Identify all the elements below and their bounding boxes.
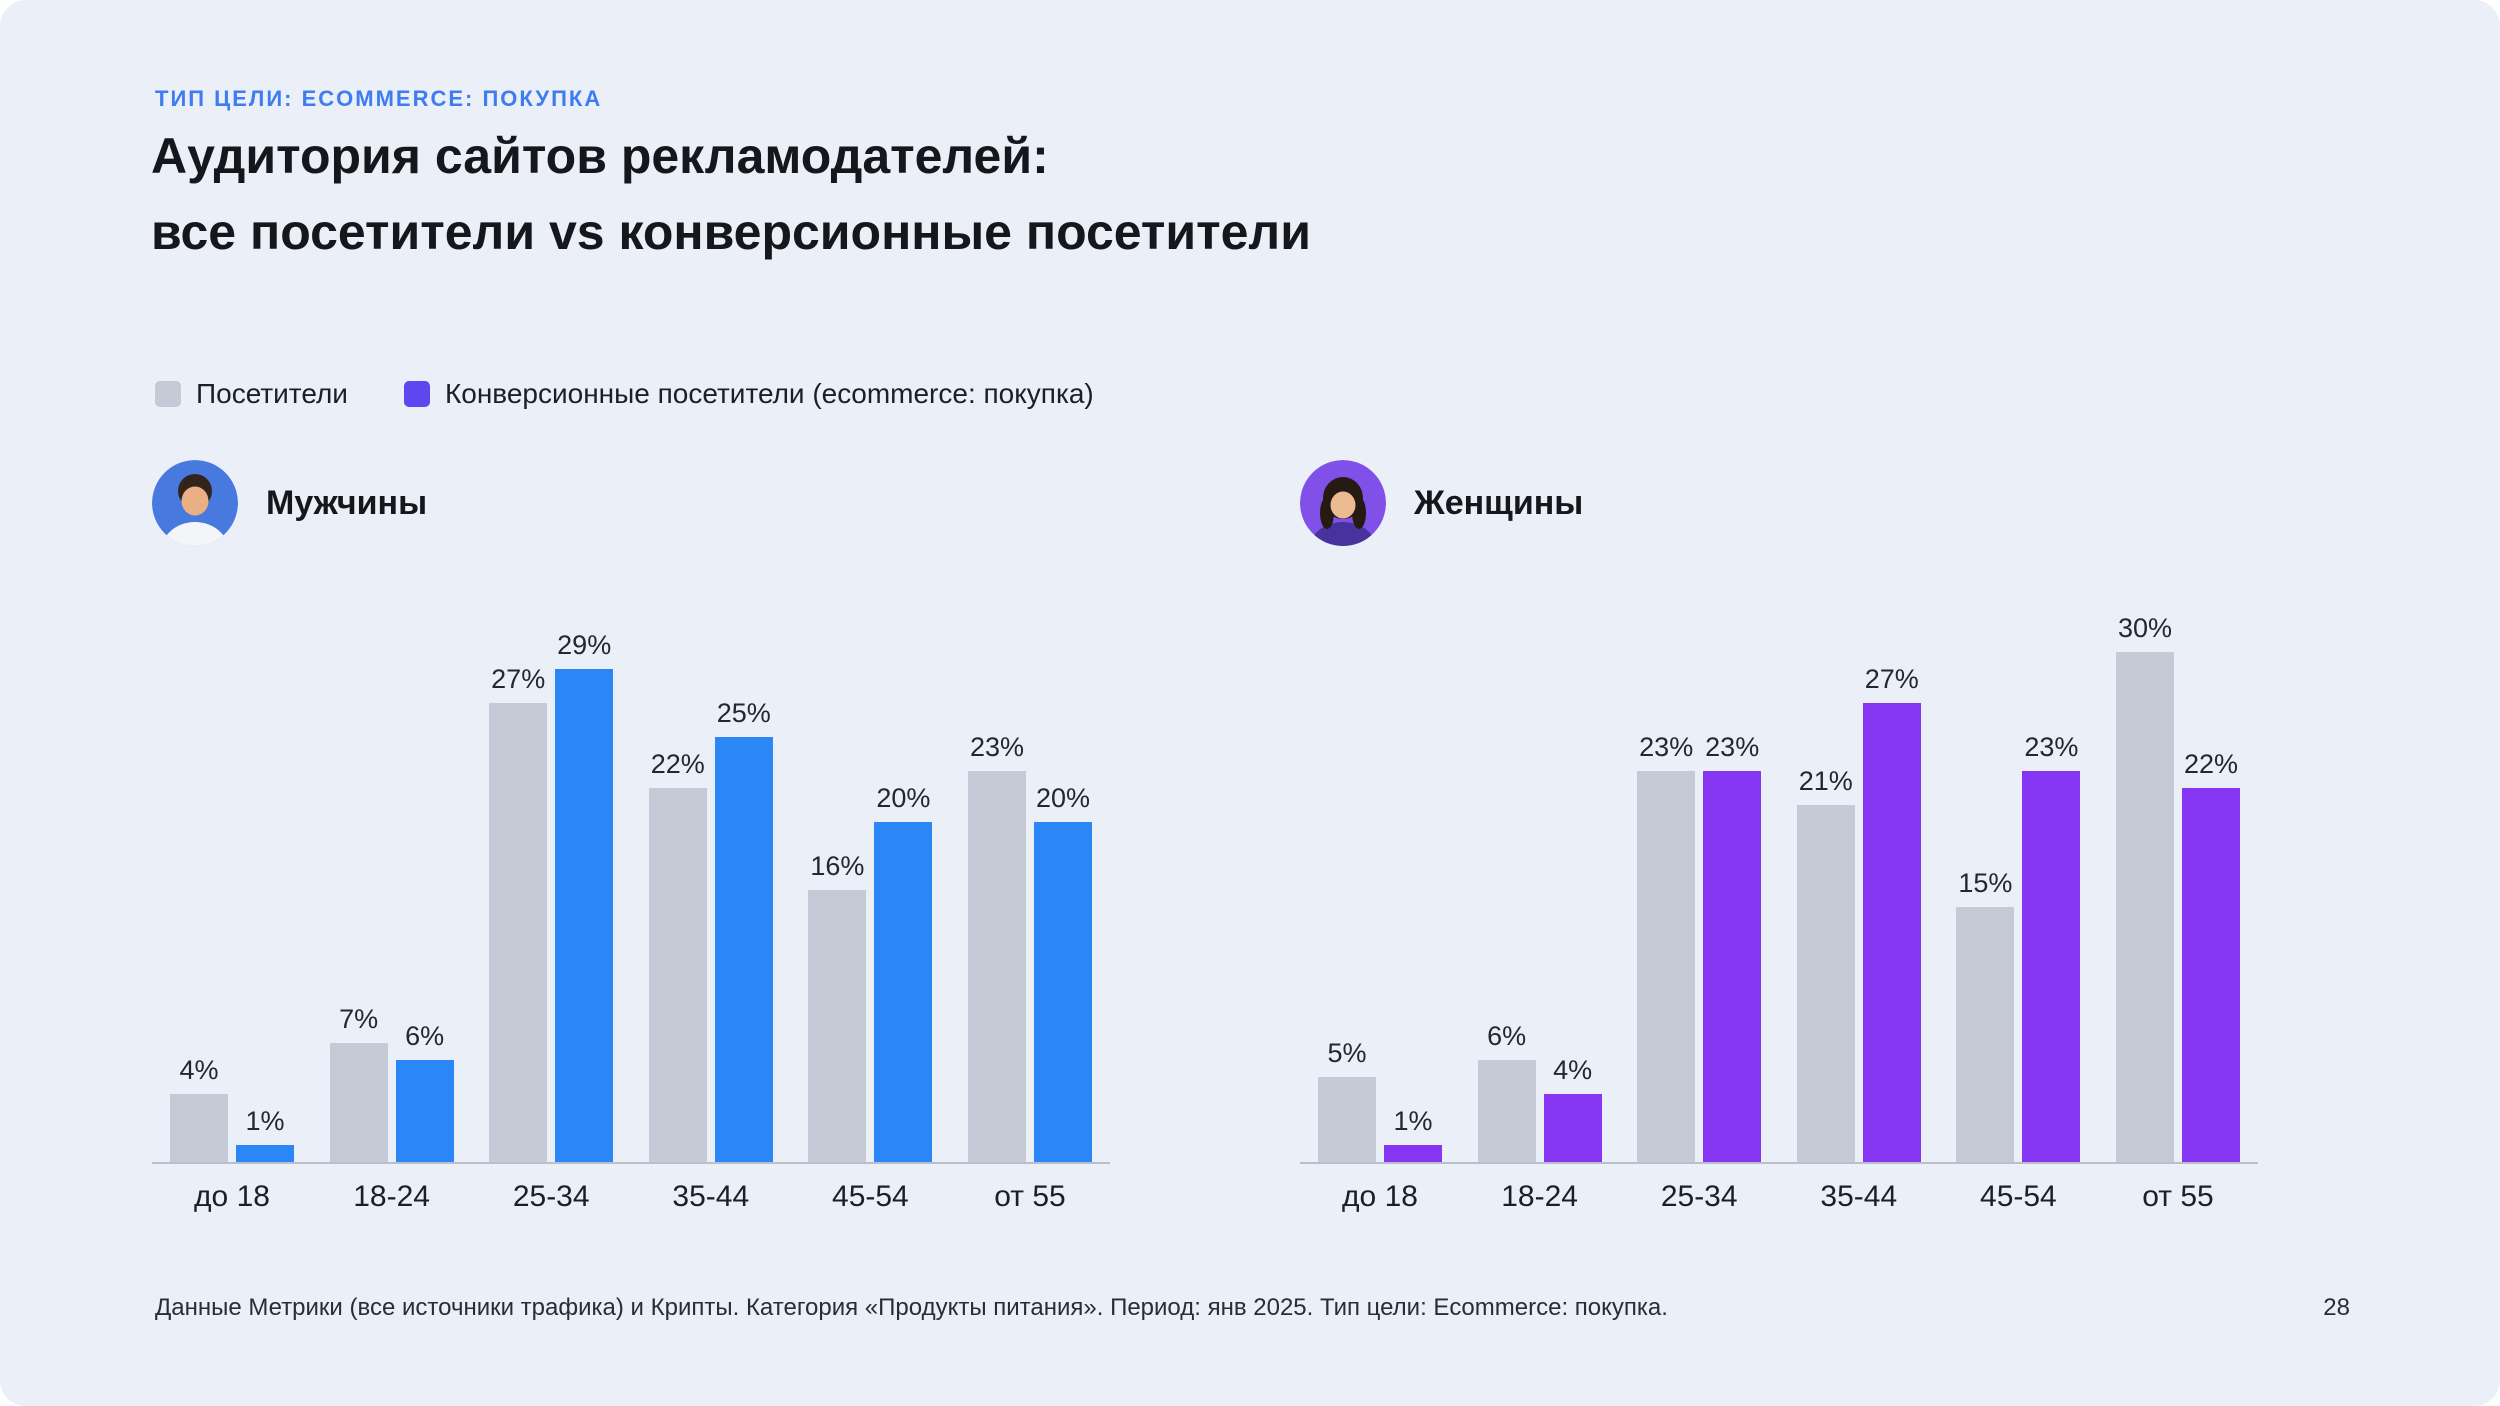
legend-swatch-visitors — [155, 381, 181, 407]
bar-conversion: 25% — [714, 698, 773, 1162]
bar-conversion: 1% — [236, 1106, 294, 1162]
x-axis-label: до 18 — [1342, 1180, 1418, 1213]
bar-value-label: 22% — [2183, 749, 2238, 779]
woman-avatar-image — [1300, 460, 1386, 546]
legend-item-conversion: Конверсионные посетители (ecommerce: пок… — [403, 378, 1094, 410]
bar-conversion: 1% — [1384, 1106, 1442, 1162]
bar-value-label: 7% — [339, 1004, 379, 1034]
bar-conversion: 29% — [555, 630, 614, 1162]
bar-value-label: 20% — [1035, 783, 1090, 813]
page-number: 28 — [2323, 1294, 2350, 1321]
bar-visitors: 23% — [967, 732, 1026, 1162]
chart-panel-men: Мужчины 4% 1% до 18 7% 6% 18-24 27% 29% 25-34 22%… — [152, 460, 1200, 1226]
bar-group: 21% 27% 35-44 — [1796, 664, 1921, 1213]
title-line-1: Аудитория сайтов рекламодателей: — [151, 128, 1049, 184]
page-title: Аудитория сайтов рекламодателей: все пос… — [151, 118, 1311, 270]
bar-group: 30% 22% от 55 — [2115, 613, 2240, 1213]
bar-group: 6% 4% 18-24 — [1477, 1021, 1602, 1213]
bar-value-label: 27% — [491, 664, 546, 694]
man-avatar — [152, 460, 238, 546]
x-axis-label: 45-54 — [832, 1180, 909, 1213]
x-axis-label: от 55 — [994, 1180, 1066, 1213]
bar-value-label: 1% — [245, 1106, 285, 1136]
bar-value-label: 4% — [1553, 1055, 1593, 1085]
bar-group: 15% 23% 45-54 — [1956, 732, 2081, 1213]
bar-value-label: 23% — [1639, 732, 1694, 762]
charts-row: Мужчины 4% 1% до 18 7% 6% 18-24 27% 29% 25-34 22%… — [152, 460, 2348, 1226]
bar-value-label: 15% — [1958, 868, 2013, 898]
bar-value-label: 25% — [716, 698, 771, 728]
legend-swatch-conversion — [403, 381, 430, 407]
bar-conversion: 23% — [1703, 732, 1762, 1162]
bar-visitors: 7% — [329, 1004, 388, 1162]
bar-conversion: 23% — [2022, 732, 2081, 1162]
bar-value-label: 4% — [179, 1055, 219, 1085]
bar-value-label: 16% — [810, 851, 865, 881]
bar-visitors: 15% — [1956, 868, 2015, 1162]
bar-chart-women: 5% 1% до 18 6% 4% 18-24 23% 23% 25-34 21% 27% 35-44… — [1300, 604, 2258, 1213]
bar-visitors: 23% — [1637, 732, 1696, 1162]
x-axis-label: 18-24 — [1501, 1180, 1578, 1213]
bar-visitors: 4% — [170, 1055, 228, 1162]
legend-label-visitors: Посетители — [196, 378, 348, 409]
bar-value-label: 30% — [2117, 613, 2172, 643]
bar-value-label: 27% — [1864, 664, 1919, 694]
bar-conversion: 20% — [1033, 783, 1092, 1162]
chart-panel-women: Женщины 5% 1% до 18 6% 4% 18-24 23% 23% 25-34 21%… — [1300, 460, 2348, 1226]
bar-group: 16% 20% 45-54 — [808, 783, 933, 1213]
bar-chart-men: 4% 1% до 18 7% 6% 18-24 27% 29% 25-34 22% 25% 35-44… — [152, 604, 1110, 1213]
eyebrow-label: ТИП ЦЕЛИ: ECOMMERCE: ПОКУПКА — [155, 86, 603, 111]
bar-conversion: 22% — [2181, 749, 2240, 1162]
bar-value-label: 1% — [1393, 1106, 1433, 1136]
bar-group: 27% 29% 25-34 — [489, 630, 614, 1213]
bar-visitors: 22% — [648, 749, 707, 1162]
x-axis-label: до 18 — [194, 1180, 270, 1213]
bar-visitors: 21% — [1796, 766, 1855, 1162]
x-axis-label: 35-44 — [1820, 1180, 1898, 1213]
panel-title-women: Женщины — [1414, 483, 1584, 522]
bar-value-label: 23% — [2024, 732, 2079, 762]
bar-group: 22% 25% 35-44 — [648, 698, 773, 1213]
legend-item-visitors: Посетители — [155, 378, 348, 410]
legend-label-conversion: Конверсионные посетители (ecommerce: пок… — [444, 378, 1094, 409]
bar-group: 5% 1% до 18 — [1318, 1038, 1442, 1213]
x-axis-label: 25-34 — [512, 1180, 590, 1213]
bar-visitors: 6% — [1477, 1021, 1536, 1162]
bar-visitors: 30% — [2115, 613, 2174, 1162]
bar-conversion: 27% — [1862, 664, 1921, 1162]
x-axis-label: 45-54 — [1980, 1180, 2057, 1213]
bar-value-label: 5% — [1327, 1038, 1367, 1068]
bar-value-label: 22% — [650, 749, 705, 779]
chart-legend: Посетители Конверсионные посетители (eco… — [155, 378, 1094, 410]
bar-conversion: 4% — [1543, 1055, 1602, 1162]
woman-avatar — [1300, 460, 1386, 546]
panel-header-men: Мужчины — [152, 460, 1200, 546]
bar-group: 23% 23% 25-34 — [1637, 732, 1762, 1213]
panel-title-men: Мужчины — [266, 483, 428, 522]
man-avatar-image — [152, 460, 238, 546]
x-axis-label: 18-24 — [353, 1180, 430, 1213]
bar-value-label: 6% — [405, 1021, 445, 1051]
bar-visitors: 16% — [808, 851, 867, 1162]
bar-conversion: 6% — [395, 1021, 454, 1162]
bar-visitors: 27% — [489, 664, 548, 1162]
footer-note: Данные Метрики (все источники трафика) и… — [155, 1294, 1668, 1321]
x-axis-label: от 55 — [2142, 1180, 2214, 1213]
bar-group: 23% 20% от 55 — [967, 732, 1092, 1213]
x-axis-label: 35-44 — [672, 1180, 750, 1213]
bar-value-label: 23% — [1705, 732, 1760, 762]
title-line-2: все посетители vs конверсионные посетите… — [151, 204, 1311, 260]
bar-value-label: 20% — [876, 783, 931, 813]
bar-group: 4% 1% до 18 — [170, 1055, 294, 1213]
bar-group: 7% 6% 18-24 — [329, 1004, 454, 1213]
bar-conversion: 20% — [874, 783, 933, 1162]
panel-header-women: Женщины — [1300, 460, 2348, 546]
bar-value-label: 21% — [1798, 766, 1853, 796]
bar-value-label: 6% — [1487, 1021, 1527, 1051]
bar-value-label: 23% — [969, 732, 1024, 762]
x-axis-label: 25-34 — [1660, 1180, 1738, 1213]
bar-value-label: 29% — [557, 630, 612, 660]
bar-visitors: 5% — [1318, 1038, 1376, 1162]
